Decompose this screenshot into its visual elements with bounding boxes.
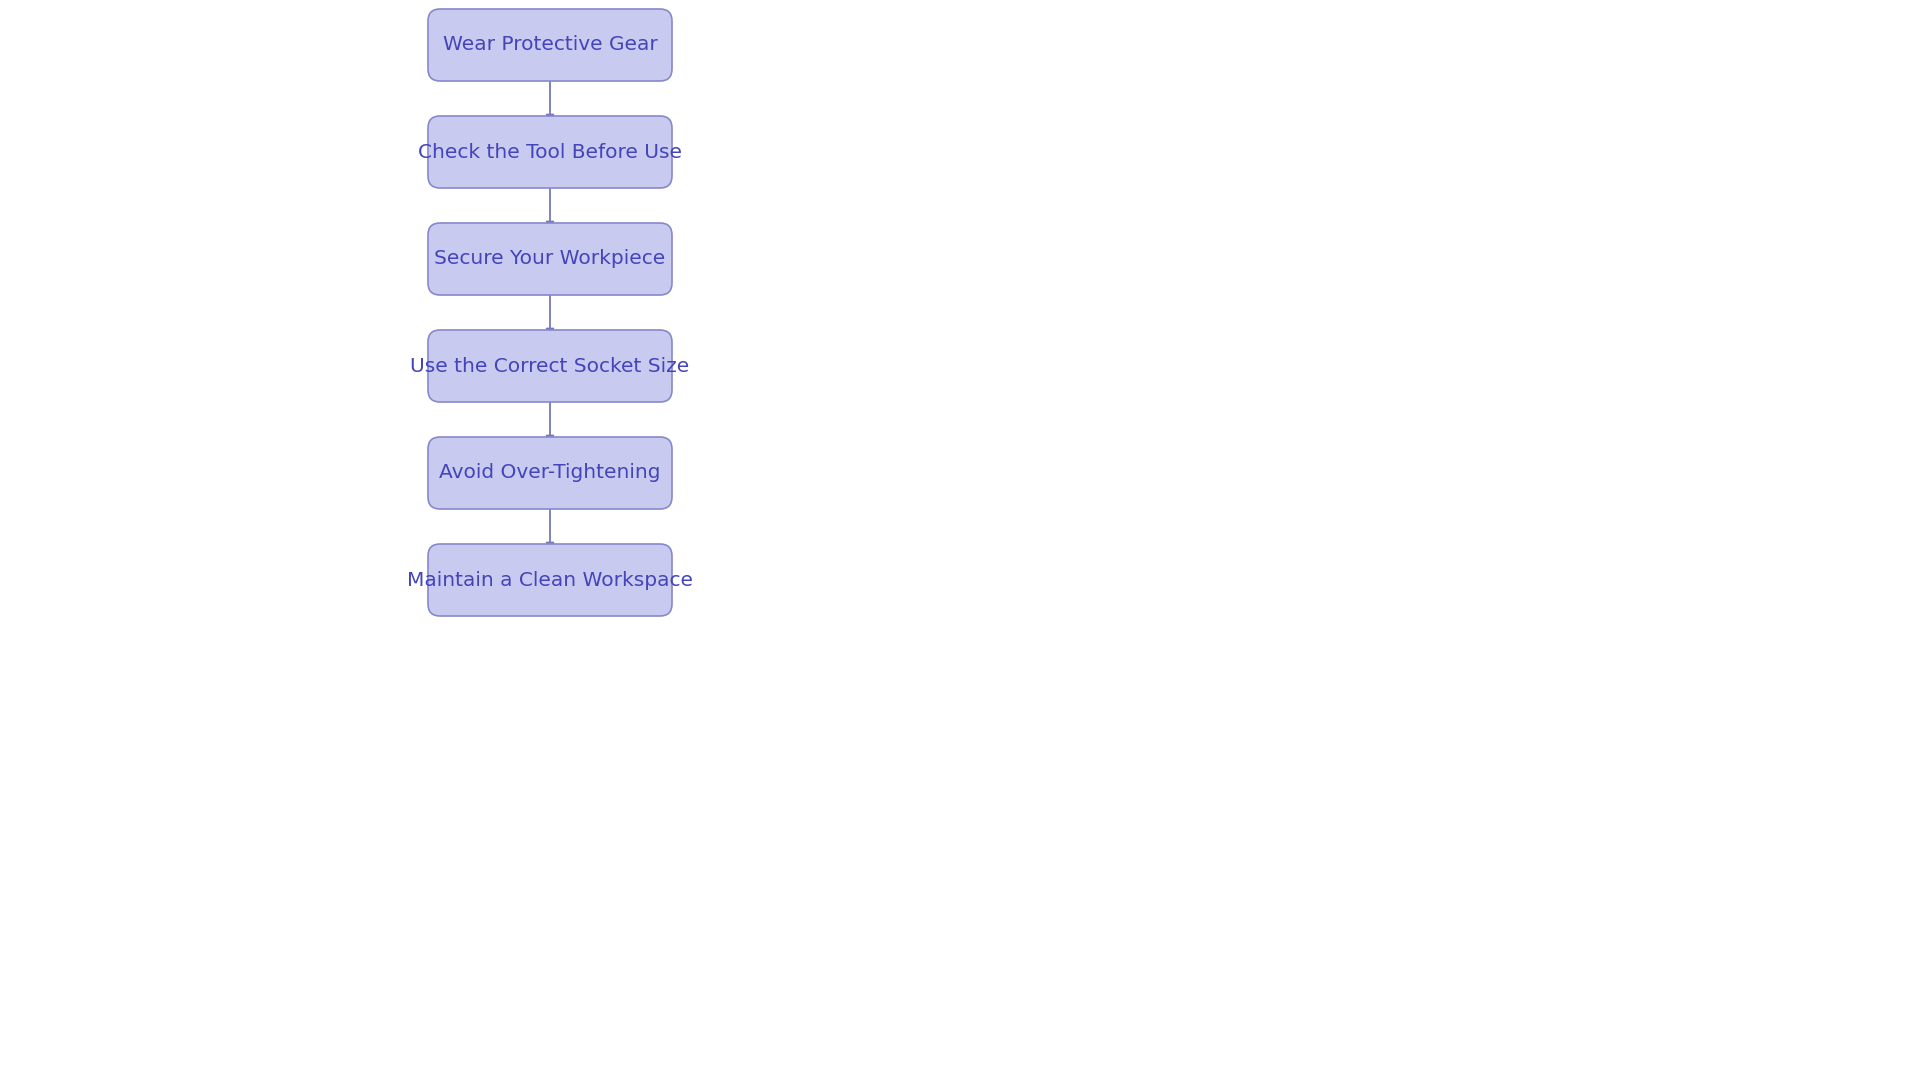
Text: Wear Protective Gear: Wear Protective Gear <box>444 36 657 54</box>
FancyBboxPatch shape <box>428 9 672 81</box>
FancyBboxPatch shape <box>428 544 672 616</box>
Text: Avoid Over-Tightening: Avoid Over-Tightening <box>440 464 660 483</box>
FancyBboxPatch shape <box>428 330 672 402</box>
FancyBboxPatch shape <box>428 438 672 509</box>
Text: Check the Tool Before Use: Check the Tool Before Use <box>419 143 682 161</box>
FancyBboxPatch shape <box>428 116 672 188</box>
Text: Maintain a Clean Workspace: Maintain a Clean Workspace <box>407 571 693 589</box>
FancyBboxPatch shape <box>428 223 672 295</box>
Text: Secure Your Workpiece: Secure Your Workpiece <box>434 249 666 269</box>
Text: Use the Correct Socket Size: Use the Correct Socket Size <box>411 356 689 376</box>
